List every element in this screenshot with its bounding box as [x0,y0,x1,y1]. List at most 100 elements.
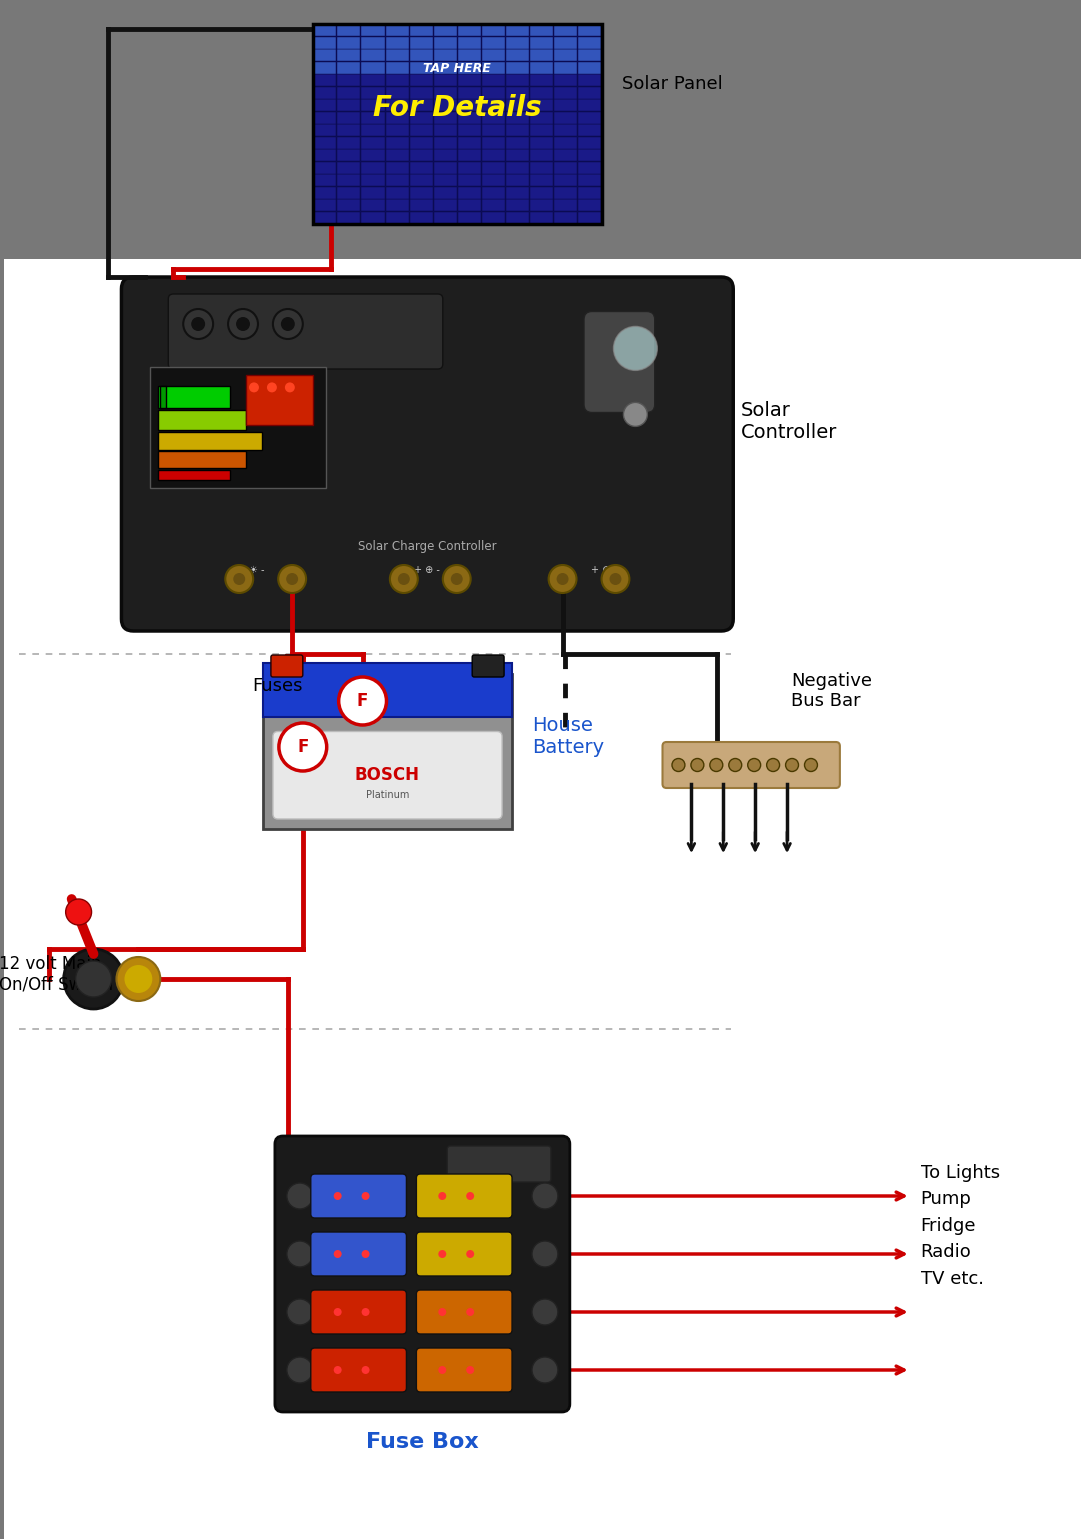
FancyBboxPatch shape [337,162,360,174]
FancyBboxPatch shape [448,1147,551,1182]
FancyBboxPatch shape [578,74,601,86]
FancyBboxPatch shape [361,137,385,148]
Circle shape [233,573,245,585]
FancyBboxPatch shape [160,386,166,408]
FancyBboxPatch shape [433,125,457,135]
FancyBboxPatch shape [337,88,360,98]
FancyBboxPatch shape [263,674,512,830]
FancyBboxPatch shape [361,37,385,49]
FancyBboxPatch shape [361,162,385,174]
FancyBboxPatch shape [457,137,481,148]
Circle shape [532,1183,558,1210]
FancyBboxPatch shape [158,386,230,408]
Text: + ⊕ -: + ⊕ - [414,565,440,574]
FancyBboxPatch shape [457,88,481,98]
FancyBboxPatch shape [433,137,457,148]
FancyBboxPatch shape [555,49,577,62]
FancyBboxPatch shape [506,200,529,211]
Circle shape [691,759,704,771]
FancyBboxPatch shape [457,25,481,35]
FancyBboxPatch shape [386,25,409,35]
FancyBboxPatch shape [386,149,409,162]
FancyBboxPatch shape [433,174,457,186]
FancyBboxPatch shape [457,37,481,49]
FancyBboxPatch shape [313,212,336,223]
FancyBboxPatch shape [530,37,553,49]
Text: + ☀ -: + ☀ - [238,565,264,574]
FancyBboxPatch shape [410,125,432,135]
FancyBboxPatch shape [386,212,409,223]
FancyBboxPatch shape [433,49,457,62]
Circle shape [610,573,622,585]
FancyBboxPatch shape [578,212,601,223]
Circle shape [361,1250,370,1257]
FancyBboxPatch shape [361,174,385,186]
Circle shape [285,382,295,392]
FancyBboxPatch shape [555,37,577,49]
FancyBboxPatch shape [506,112,529,123]
Circle shape [124,965,152,993]
FancyBboxPatch shape [337,125,360,135]
FancyBboxPatch shape [457,188,481,199]
FancyBboxPatch shape [169,294,443,369]
FancyBboxPatch shape [410,137,432,148]
Circle shape [729,759,742,771]
Circle shape [549,565,576,593]
FancyBboxPatch shape [433,62,457,74]
Text: Solar Charge Controller: Solar Charge Controller [358,540,496,553]
FancyBboxPatch shape [313,112,336,123]
FancyBboxPatch shape [337,74,360,86]
FancyBboxPatch shape [482,125,505,135]
FancyBboxPatch shape [457,200,481,211]
FancyBboxPatch shape [313,137,336,148]
FancyBboxPatch shape [578,188,601,199]
FancyBboxPatch shape [361,112,385,123]
Circle shape [466,1193,475,1200]
FancyBboxPatch shape [337,137,360,148]
FancyBboxPatch shape [578,49,601,62]
Text: Fuses: Fuses [252,677,303,696]
FancyBboxPatch shape [663,742,840,788]
FancyBboxPatch shape [555,125,577,135]
FancyBboxPatch shape [530,25,553,35]
Text: House
Battery: House Battery [532,716,604,757]
FancyBboxPatch shape [312,25,602,225]
FancyBboxPatch shape [578,174,601,186]
Circle shape [601,565,629,593]
FancyBboxPatch shape [433,25,457,35]
Circle shape [236,317,250,331]
Circle shape [438,1308,446,1316]
FancyBboxPatch shape [506,174,529,186]
Circle shape [532,1299,558,1325]
FancyBboxPatch shape [457,162,481,174]
FancyBboxPatch shape [410,162,432,174]
FancyBboxPatch shape [158,411,246,431]
FancyBboxPatch shape [555,162,577,174]
FancyBboxPatch shape [482,62,505,74]
FancyBboxPatch shape [433,74,457,86]
FancyBboxPatch shape [313,125,336,135]
FancyBboxPatch shape [555,100,577,111]
FancyBboxPatch shape [530,162,553,174]
FancyBboxPatch shape [578,37,601,49]
FancyBboxPatch shape [416,1174,512,1217]
FancyBboxPatch shape [416,1348,512,1391]
FancyBboxPatch shape [158,471,230,480]
Circle shape [466,1250,475,1257]
FancyBboxPatch shape [530,74,553,86]
FancyBboxPatch shape [313,162,336,174]
FancyBboxPatch shape [361,149,385,162]
FancyBboxPatch shape [555,149,577,162]
FancyBboxPatch shape [578,88,601,98]
FancyBboxPatch shape [506,49,529,62]
Circle shape [748,759,761,771]
FancyBboxPatch shape [361,212,385,223]
FancyBboxPatch shape [578,162,601,174]
Circle shape [249,382,259,392]
FancyBboxPatch shape [310,1348,406,1391]
Circle shape [278,565,306,593]
Circle shape [334,1308,342,1316]
FancyBboxPatch shape [337,212,360,223]
FancyBboxPatch shape [506,125,529,135]
Circle shape [361,1308,370,1316]
